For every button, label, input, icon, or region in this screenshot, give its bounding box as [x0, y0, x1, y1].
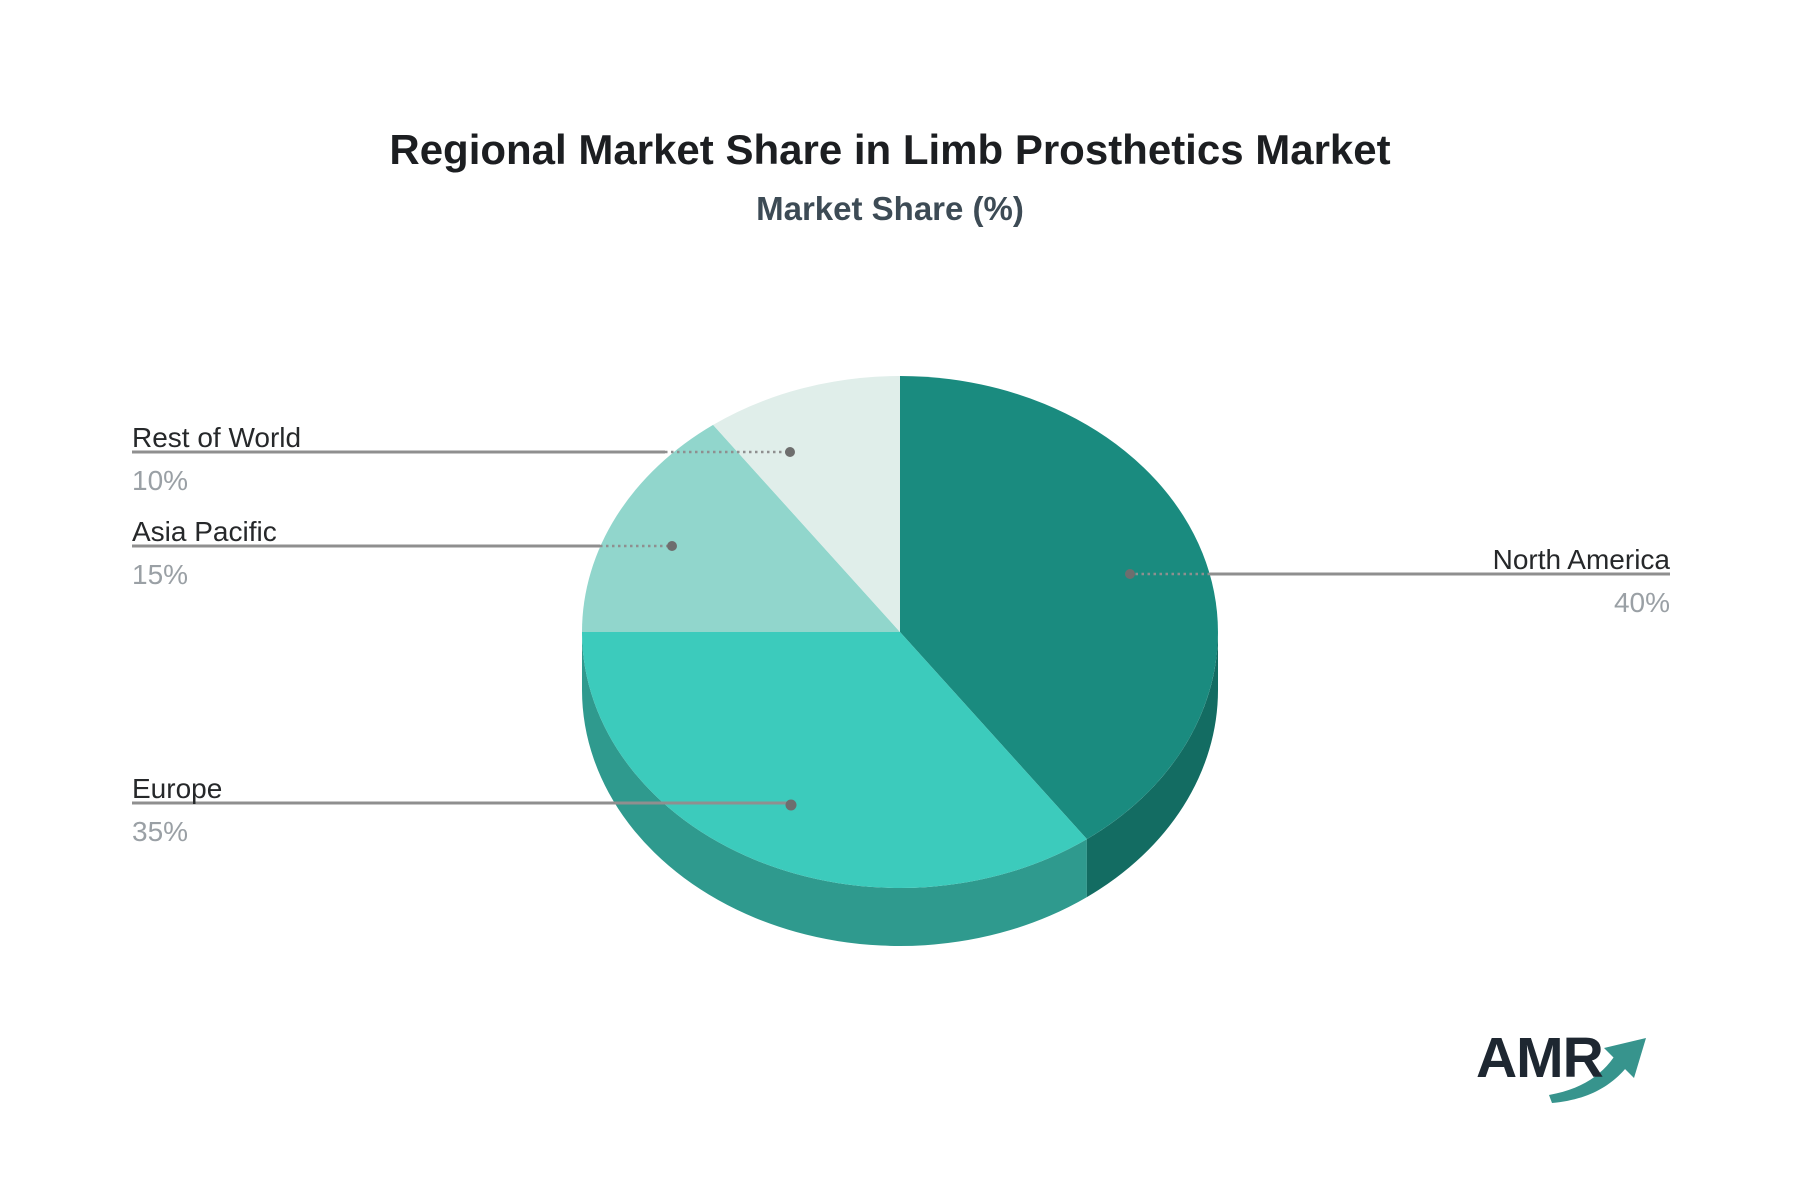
pie-label-value: 35%	[132, 816, 189, 847]
chart-subtitle: Market Share (%)	[756, 190, 1024, 227]
pie-label-rest-of-world: Rest of World 10%	[132, 424, 301, 495]
pie-slice-north-america[interactable]	[900, 376, 1218, 840]
leader-rest-of-world	[132, 447, 795, 457]
brand-arrow-icon	[1549, 1038, 1646, 1103]
pie-side-europe	[582, 632, 1087, 946]
chart-title: Regional Market Share in Limb Prosthetic…	[389, 126, 1391, 173]
pie-label-europe: Europe 35%	[132, 775, 222, 846]
pie-slice-europe[interactable]	[582, 632, 1087, 888]
pie-label-name: North America	[1492, 544, 1670, 575]
pie-label-value: 40%	[1613, 587, 1670, 618]
leader-europe	[132, 799, 797, 811]
pie-label-name: Europe	[132, 773, 223, 804]
brand-arrow-tail	[1549, 1044, 1636, 1103]
leader-asia-pacific	[132, 541, 677, 551]
brand-logo-text: AMR	[1476, 1026, 1604, 1090]
pie-label-value: 10%	[132, 465, 189, 496]
brand-arrow-head	[1604, 1038, 1646, 1078]
pie-label-north-america: North America 40%	[1493, 546, 1670, 617]
pie-label-name: Asia Pacific	[132, 516, 277, 547]
leader-dot	[1125, 569, 1135, 579]
pie-label-value: 15%	[132, 559, 189, 590]
leader-dot	[667, 541, 677, 551]
pie-slice-asia-pacific[interactable]	[582, 424, 900, 632]
pie-side-north-america	[1086, 632, 1218, 898]
leader-dot	[785, 447, 795, 457]
pie-label-asia-pacific: Asia Pacific 15%	[132, 518, 277, 589]
pie-label-name: Rest of World	[132, 422, 302, 453]
pie-slice-rest-of-world[interactable]	[713, 376, 900, 632]
leader-north-america	[1125, 569, 1670, 579]
leader-dot	[785, 799, 797, 811]
